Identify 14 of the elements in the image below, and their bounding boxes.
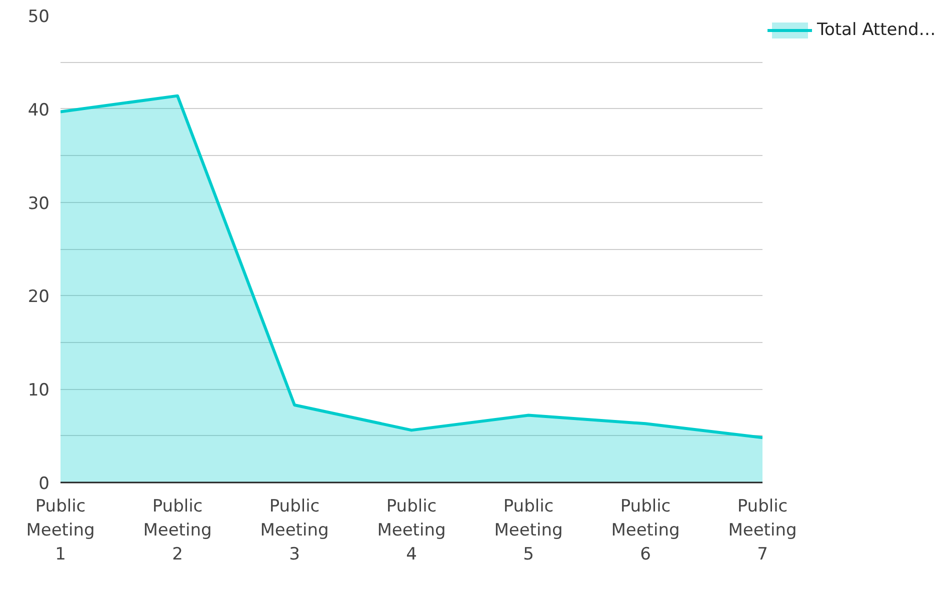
y-tick-label: 50	[28, 7, 50, 27]
y-tick-label: 20	[28, 287, 50, 308]
x-tick-label: Public Meeting 5	[494, 496, 563, 564]
y-tick-label: 0	[38, 474, 50, 494]
x-tick-label: Public Meeting 2	[143, 496, 212, 564]
x-tick-label: Public Meeting 6	[611, 496, 680, 564]
y-tick-label: 40	[28, 100, 50, 120]
legend-label: Total Attend…	[817, 20, 936, 40]
y-tick-label: 10	[28, 380, 50, 401]
x-tick-label: Public Meeting 7	[728, 496, 797, 564]
x-tick-label: Public Meeting 4	[377, 496, 446, 564]
x-tick-label: Public Meeting 1	[26, 496, 95, 564]
x-tick-label: Public Meeting 3	[260, 496, 329, 564]
y-tick-label: 30	[28, 194, 50, 214]
